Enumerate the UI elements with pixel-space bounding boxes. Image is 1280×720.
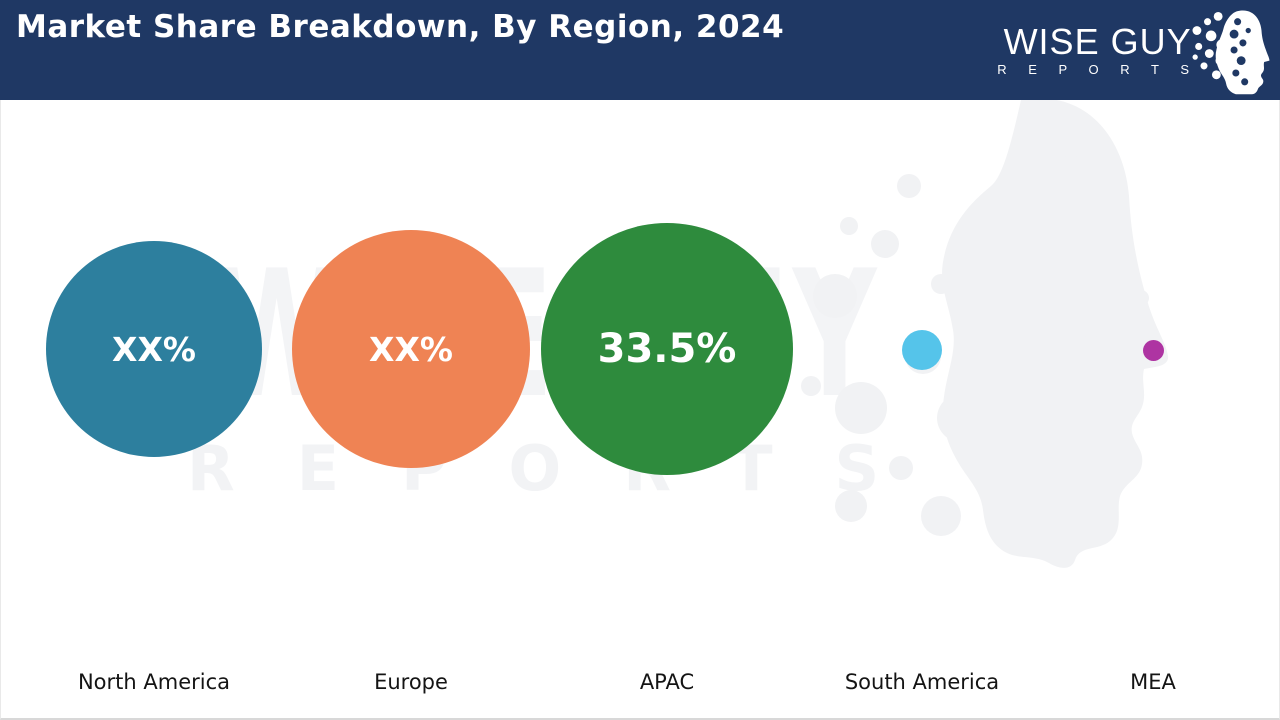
category-label-south-america: South America (844, 670, 1000, 694)
bubble-europe: XX% (292, 230, 530, 468)
header-bar: Market Share Breakdown, By Region, 2024 … (0, 0, 1280, 100)
logo-wordmark: WISE GUY (1003, 20, 1192, 62)
category-label-mea: MEA (1130, 670, 1176, 694)
category-label-europe: Europe (374, 670, 448, 694)
logo-text: WISE GUY R E P O R T S (997, 20, 1198, 77)
category-label-north-america: North America (77, 670, 231, 694)
bubble-value-label: 33.5% (597, 326, 737, 372)
logo-head-icon (1192, 10, 1270, 95)
watermark-reports: REPORTS (187, 432, 942, 505)
page-title: Market Share Breakdown, By Region, 2024 (16, 9, 785, 45)
bubble-north-america: XX% (46, 241, 262, 457)
category-label-apac: APAC (639, 670, 695, 694)
bubble-mea (1142, 339, 1164, 361)
bubble-value-label: XX% (369, 329, 453, 369)
bubble-south-america (902, 330, 942, 370)
bubble-value-label: XX% (112, 329, 196, 369)
watermark-head-icon (801, 98, 1169, 568)
logo-subtitle: R E P O R T S (997, 61, 1198, 77)
wiseguy-logo: WISE GUY R E P O R T S (997, 4, 1270, 96)
bubble-apac: 33.5% (541, 223, 793, 475)
